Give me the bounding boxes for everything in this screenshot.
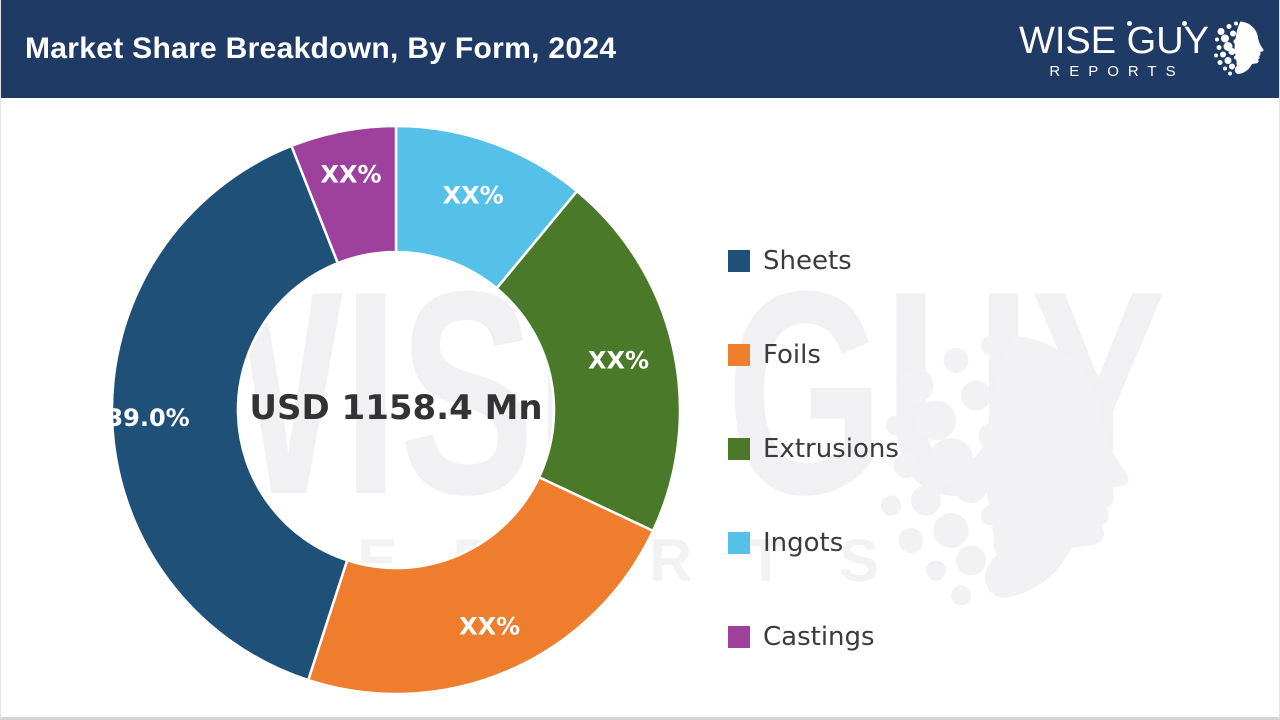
donut-chart: XX% XX% XX% 39.0% XX% USD 1158.4 Mn: [106, 124, 682, 696]
slice-label-castings: XX%: [320, 160, 381, 188]
legend-swatch-icon: [728, 344, 750, 366]
brand-text: WISE GUY REPORTS: [1018, 19, 1209, 80]
legend-item-extrusions: Extrusions: [728, 434, 899, 464]
donut-slice-castings: [290, 124, 398, 265]
watermark-face-icon: [876, 313, 1176, 643]
brand-face-icon: [1213, 9, 1273, 91]
legend-swatch-icon: [728, 532, 750, 554]
legend-label: Extrusions: [763, 434, 899, 464]
legend-item-sheets: Sheets: [728, 246, 899, 276]
legend-item-ingots: Ingots: [728, 528, 899, 558]
brand-name: WISE GUY: [1018, 19, 1209, 62]
legend-label: Foils: [763, 340, 821, 370]
legend-swatch-icon: [728, 438, 750, 460]
slice-label-sheets: 39.0%: [106, 404, 189, 432]
donut-slice-extrusions: [495, 189, 682, 533]
legend-swatch-icon: [728, 626, 750, 648]
app-header: Market Share Breakdown, By Form, 2024 WI…: [1, 0, 1279, 98]
slice-label-foils: XX%: [459, 613, 520, 641]
legend-label: Ingots: [763, 528, 844, 558]
legend-item-castings: Castings: [728, 622, 899, 652]
legend-swatch-icon: [728, 250, 750, 272]
logo-dot-icon: [1127, 20, 1133, 26]
brand-logo: WISE GUY REPORTS: [1019, 8, 1273, 92]
legend-label: Sheets: [763, 246, 852, 276]
page-title: Market Share Breakdown, By Form, 2024: [25, 32, 617, 65]
donut-slice-sheets: [110, 144, 349, 682]
brand-subtitle: REPORTS: [1049, 62, 1185, 80]
donut-slice-foils: [306, 476, 655, 696]
donut-center-value: USD 1158.4 Mn: [249, 388, 542, 428]
legend-label: Castings: [763, 622, 875, 652]
chart-legend: Sheets Foils Extrusions Ingots Castings: [728, 246, 899, 652]
slice-label-extrusions: XX%: [588, 346, 649, 374]
slice-label-ingots: XX%: [443, 182, 504, 210]
logo-dot-icon: [1182, 20, 1188, 26]
legend-item-foils: Foils: [728, 340, 899, 370]
